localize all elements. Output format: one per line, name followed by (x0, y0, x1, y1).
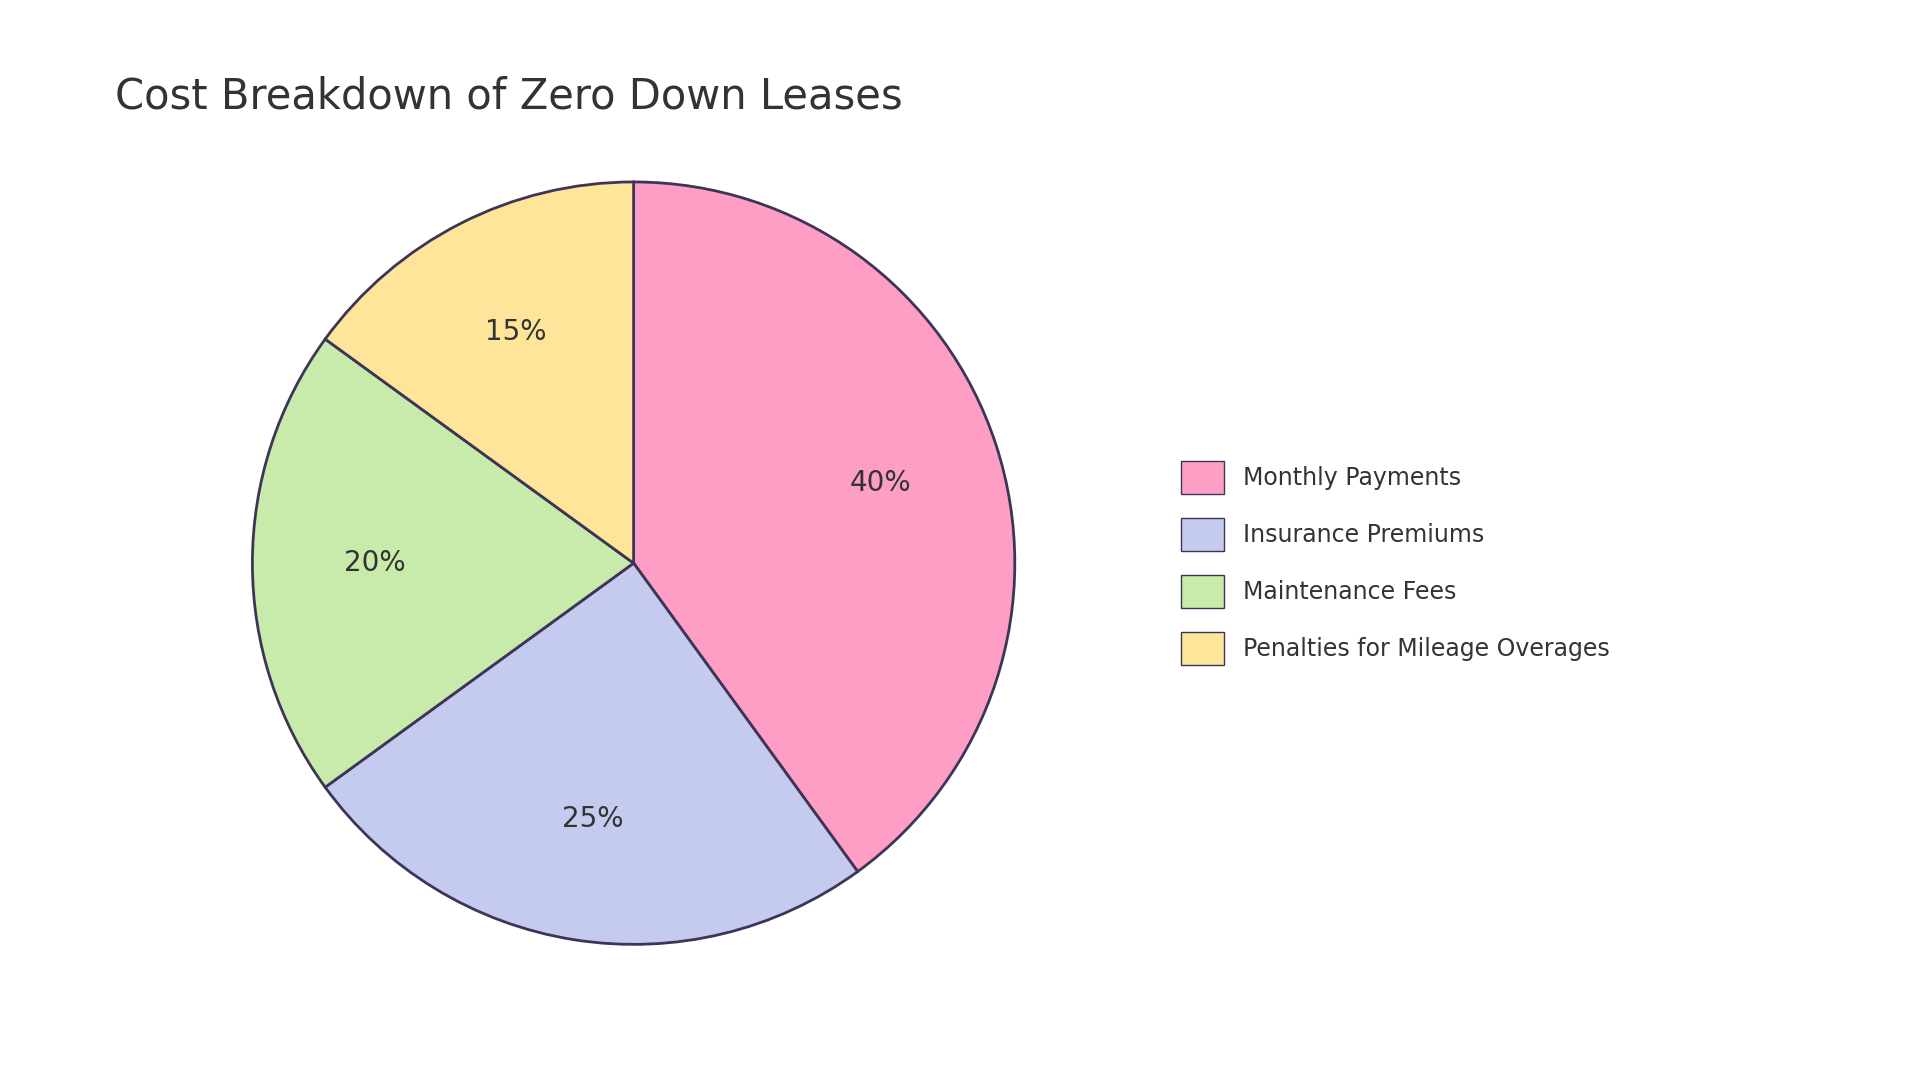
Wedge shape (324, 182, 634, 563)
Text: 40%: 40% (849, 469, 910, 497)
Text: 20%: 20% (344, 549, 405, 577)
Wedge shape (252, 339, 634, 787)
Text: Cost Breakdown of Zero Down Leases: Cost Breakdown of Zero Down Leases (115, 76, 902, 118)
Text: 25%: 25% (563, 805, 624, 833)
Legend: Monthly Payments, Insurance Premiums, Maintenance Fees, Penalties for Mileage Ov: Monthly Payments, Insurance Premiums, Ma… (1169, 449, 1620, 677)
Wedge shape (324, 563, 858, 944)
Wedge shape (634, 182, 1016, 872)
Text: 15%: 15% (486, 318, 547, 347)
